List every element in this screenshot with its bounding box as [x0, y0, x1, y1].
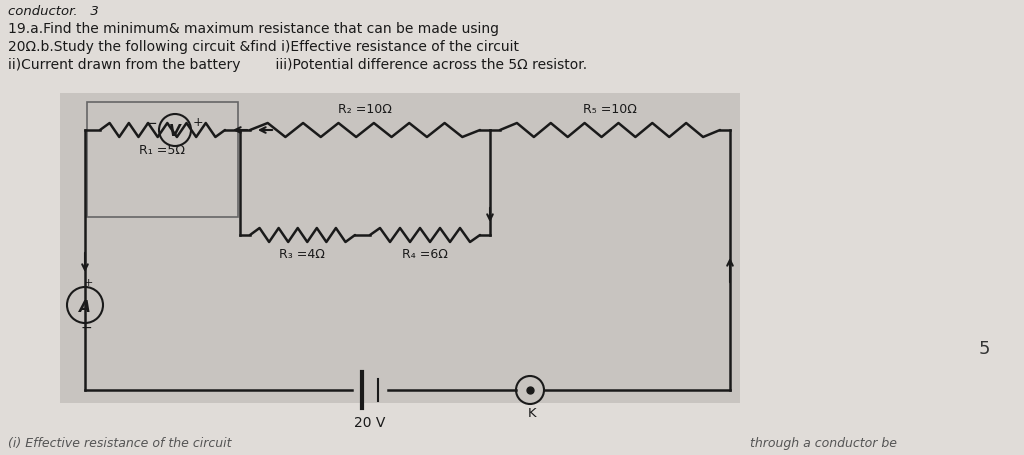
- Text: +: +: [193, 116, 204, 128]
- Text: R₂ =10Ω: R₂ =10Ω: [338, 103, 392, 116]
- Text: +: +: [83, 278, 93, 288]
- Text: 5: 5: [979, 340, 990, 358]
- Text: 20 V: 20 V: [354, 416, 386, 430]
- Circle shape: [516, 376, 544, 404]
- Circle shape: [159, 114, 191, 146]
- Text: through a conductor be: through a conductor be: [750, 437, 897, 450]
- Text: R₁ =5Ω: R₁ =5Ω: [139, 144, 185, 157]
- Text: −: −: [144, 116, 157, 131]
- Text: R₅ =10Ω: R₅ =10Ω: [583, 103, 637, 116]
- Text: (i) Effective resistance of the circuit: (i) Effective resistance of the circuit: [8, 437, 231, 450]
- Text: ii)Current drawn from the battery        iii)Potential difference across the 5Ω : ii)Current drawn from the battery iii)Po…: [8, 58, 587, 72]
- Text: conductor.   3: conductor. 3: [8, 5, 98, 18]
- Text: 19.a.Find the minimum& maximum resistance that can be made using: 19.a.Find the minimum& maximum resistanc…: [8, 22, 499, 36]
- Text: R₄ =6Ω: R₄ =6Ω: [402, 248, 447, 261]
- Text: A: A: [79, 299, 91, 314]
- Text: −: −: [80, 321, 92, 335]
- FancyBboxPatch shape: [60, 93, 740, 403]
- Text: 20Ω.b.Study the following circuit &find i)Effective resistance of the circuit: 20Ω.b.Study the following circuit &find …: [8, 40, 519, 54]
- Text: V: V: [169, 125, 181, 140]
- Text: R₃ =4Ω: R₃ =4Ω: [280, 248, 325, 261]
- Circle shape: [67, 287, 103, 323]
- Text: K: K: [527, 407, 537, 420]
